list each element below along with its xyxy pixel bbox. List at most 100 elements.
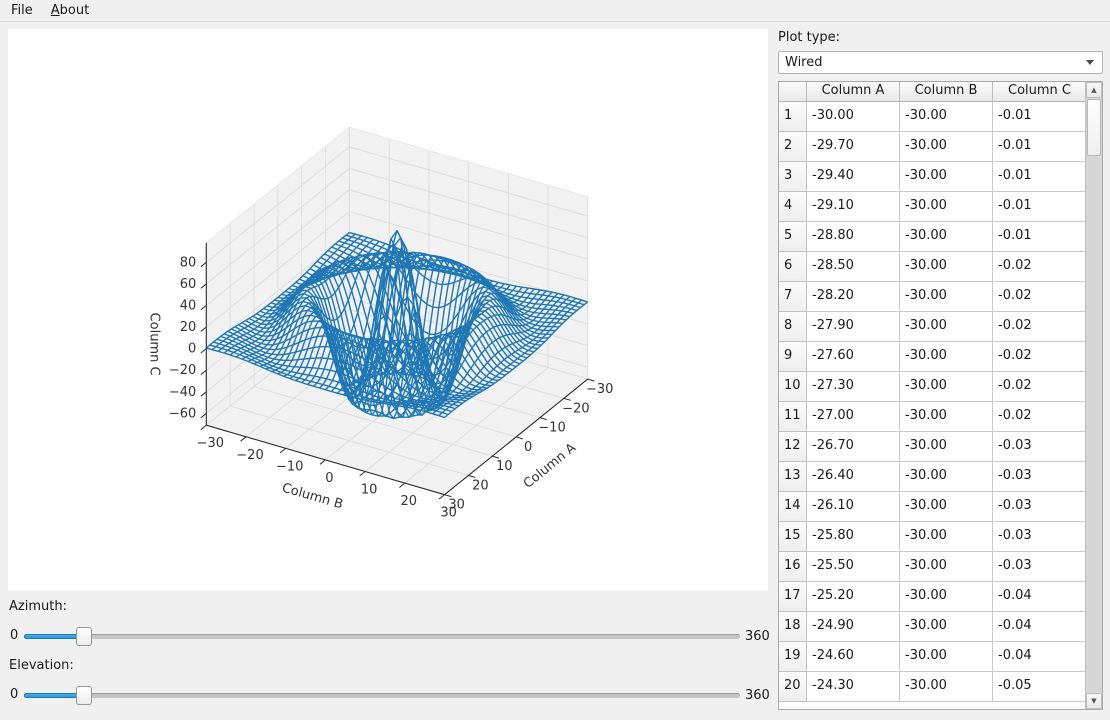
azimuth-slider[interactable]: [24, 627, 740, 646]
table-cell[interactable]: -27.90: [807, 312, 900, 342]
table-cell[interactable]: -30.00: [900, 252, 993, 282]
table-cell[interactable]: -25.50: [807, 552, 900, 582]
table-row[interactable]: 2 -29.70 -30.00 -0.01: [779, 132, 1102, 162]
table-row[interactable]: 15 -25.80 -30.00 -0.03: [779, 522, 1102, 552]
table-row[interactable]: 6 -28.50 -30.00 -0.02: [779, 252, 1102, 282]
table-cell[interactable]: -24.90: [807, 612, 900, 642]
table-cell[interactable]: -0.01: [993, 132, 1087, 162]
table-cell[interactable]: -0.01: [993, 102, 1087, 132]
table-row[interactable]: 12 -26.70 -30.00 -0.03: [779, 432, 1102, 462]
plot-canvas[interactable]: −30 −20 −10 0 10 20 30 −30 −20 −10 0 10 20 30 −60 −40 −2…: [8, 29, 768, 591]
table-cell[interactable]: -30.00: [900, 282, 993, 312]
table-row[interactable]: 3 -29.40 -30.00 -0.01: [779, 162, 1102, 192]
table-cell[interactable]: -30.00: [900, 372, 993, 402]
table-cell[interactable]: -26.10: [807, 492, 900, 522]
table-row[interactable]: 1 -30.00 -30.00 -0.01: [779, 102, 1102, 132]
table-cell[interactable]: -0.02: [993, 312, 1087, 342]
table-cell[interactable]: -28.20: [807, 282, 900, 312]
table-cell[interactable]: -25.80: [807, 522, 900, 552]
table-row[interactable]: 19 -24.60 -30.00 -0.04: [779, 642, 1102, 672]
elevation-slider-track[interactable]: [24, 693, 740, 698]
table-cell[interactable]: -30.00: [900, 462, 993, 492]
table-cell[interactable]: -0.04: [993, 582, 1087, 612]
elevation-slider-handle[interactable]: [75, 686, 92, 705]
table-row[interactable]: 10 -27.30 -30.00 -0.02: [779, 372, 1102, 402]
menu-file[interactable]: File: [11, 3, 33, 18]
table-row[interactable]: 13 -26.40 -30.00 -0.03: [779, 462, 1102, 492]
table-row[interactable]: 14 -26.10 -30.00 -0.03: [779, 492, 1102, 522]
table-cell[interactable]: -30.00: [900, 342, 993, 372]
table-cell[interactable]: -0.03: [993, 432, 1087, 462]
table-cell[interactable]: -0.01: [993, 192, 1087, 222]
scroll-down-icon[interactable]: ▼: [1086, 693, 1102, 709]
table-cell[interactable]: -30.00: [900, 102, 993, 132]
table-scrollbar[interactable]: ▲ ▼: [1085, 82, 1102, 709]
table-cell[interactable]: -26.70: [807, 432, 900, 462]
table-cell[interactable]: -30.00: [900, 432, 993, 462]
table-cell[interactable]: -27.30: [807, 372, 900, 402]
plot-type-select[interactable]: Wired: [778, 51, 1103, 74]
table-cell[interactable]: -0.04: [993, 612, 1087, 642]
table-cell[interactable]: -0.02: [993, 252, 1087, 282]
table-cell[interactable]: -24.30: [807, 672, 900, 702]
table-cell[interactable]: -0.03: [993, 522, 1087, 552]
azimuth-slider-handle[interactable]: [75, 627, 92, 646]
table-cell[interactable]: -29.10: [807, 192, 900, 222]
table-row[interactable]: 11 -27.00 -30.00 -0.02: [779, 402, 1102, 432]
table-cell[interactable]: -28.50: [807, 252, 900, 282]
table-row[interactable]: 7 -28.20 -30.00 -0.02: [779, 282, 1102, 312]
table-cell[interactable]: -0.03: [993, 492, 1087, 522]
menu-about[interactable]: About: [50, 3, 90, 18]
table-row[interactable]: 18 -24.90 -30.00 -0.04: [779, 612, 1102, 642]
table-cell[interactable]: -30.00: [900, 222, 993, 252]
table-cell[interactable]: -29.40: [807, 162, 900, 192]
table-cell[interactable]: -0.01: [993, 162, 1087, 192]
table-cell[interactable]: -0.03: [993, 462, 1087, 492]
table-header-column-b[interactable]: Column B: [900, 82, 993, 102]
table-cell[interactable]: -30.00: [900, 312, 993, 342]
table-row[interactable]: 8 -27.90 -30.00 -0.02: [779, 312, 1102, 342]
table-cell[interactable]: -0.02: [993, 282, 1087, 312]
table-cell[interactable]: -30.00: [900, 162, 993, 192]
table-row[interactable]: 16 -25.50 -30.00 -0.03: [779, 552, 1102, 582]
table-cell[interactable]: -0.01: [993, 222, 1087, 252]
table-cell[interactable]: -30.00: [900, 612, 993, 642]
table-row[interactable]: 9 -27.60 -30.00 -0.02: [779, 342, 1102, 372]
azimuth-slider-track[interactable]: [24, 634, 740, 639]
table-row[interactable]: 17 -25.20 -30.00 -0.04: [779, 582, 1102, 612]
table-cell[interactable]: -30.00: [900, 582, 993, 612]
table-cell[interactable]: -30.00: [900, 192, 993, 222]
table-cell[interactable]: -0.03: [993, 552, 1087, 582]
table-row[interactable]: 5 -28.80 -30.00 -0.01: [779, 222, 1102, 252]
table-cell[interactable]: -26.40: [807, 462, 900, 492]
table-cell[interactable]: -0.02: [993, 402, 1087, 432]
table-cell[interactable]: -30.00: [900, 642, 993, 672]
row-number-cell: 6: [779, 252, 807, 282]
table-cell[interactable]: -25.20: [807, 582, 900, 612]
table-cell[interactable]: -30.00: [807, 102, 900, 132]
table-cell[interactable]: -30.00: [900, 132, 993, 162]
table-cell[interactable]: -0.02: [993, 372, 1087, 402]
table-header-column-c[interactable]: Column C: [993, 82, 1087, 102]
table-cell[interactable]: -0.05: [993, 672, 1087, 702]
table-cell[interactable]: -30.00: [900, 552, 993, 582]
table-cell[interactable]: -0.02: [993, 342, 1087, 372]
table-cell[interactable]: -29.70: [807, 132, 900, 162]
elevation-slider-fill: [24, 693, 84, 698]
table-cell[interactable]: -30.00: [900, 672, 993, 702]
table-cell[interactable]: -30.00: [900, 492, 993, 522]
table-cell[interactable]: -27.60: [807, 342, 900, 372]
table-row[interactable]: 4 -29.10 -30.00 -0.01: [779, 192, 1102, 222]
table-cell[interactable]: -30.00: [900, 522, 993, 552]
table-cell[interactable]: -24.60: [807, 642, 900, 672]
table-cell[interactable]: -28.80: [807, 222, 900, 252]
elevation-slider[interactable]: [24, 686, 740, 705]
table-cell[interactable]: -27.00: [807, 402, 900, 432]
scroll-up-icon[interactable]: ▲: [1086, 82, 1102, 98]
table-cell[interactable]: -0.04: [993, 642, 1087, 672]
table-cell[interactable]: -30.00: [900, 402, 993, 432]
scrollbar-thumb[interactable]: [1087, 99, 1101, 156]
table-row[interactable]: 20 -24.30 -30.00 -0.05: [779, 672, 1102, 702]
table-header-column-a[interactable]: Column A: [807, 82, 900, 102]
plot-figure[interactable]: −30 −20 −10 0 10 20 30 −30 −20 −10 0 10 20 30 −60 −40 −2…: [8, 29, 768, 591]
